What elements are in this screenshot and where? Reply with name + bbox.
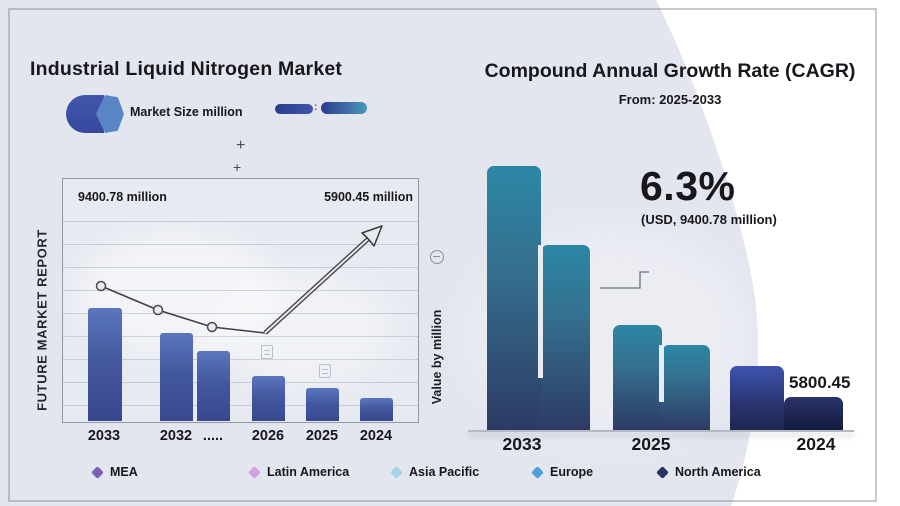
bar-notch xyxy=(659,345,664,402)
gridline xyxy=(63,244,418,245)
cagr-bar-2024-b xyxy=(784,397,843,431)
ratio-pill-right xyxy=(321,102,367,114)
ratio-separator: : xyxy=(314,102,318,113)
gridline xyxy=(63,405,418,406)
gridline xyxy=(63,313,418,314)
legend-swatch xyxy=(531,465,544,479)
legend-label: Latin America xyxy=(267,465,350,479)
bar-2033 xyxy=(88,308,122,421)
diagonal-white-shape xyxy=(656,0,900,506)
gridline xyxy=(63,382,418,383)
legend-swatch xyxy=(390,465,403,479)
x-label: 2032 xyxy=(159,428,193,444)
legend-item-latin-america: Latin America xyxy=(248,465,350,479)
x-label: 2025 xyxy=(305,428,339,444)
x-label: 2033 xyxy=(502,434,542,454)
chart-blob xyxy=(213,274,393,384)
cagr-bar-2033-a xyxy=(487,166,541,431)
plus-icon: + xyxy=(236,137,246,154)
market-size-chart: 9400.78 million 5900.45 million xyxy=(62,178,419,423)
trend-markers xyxy=(95,280,218,333)
x-label: 2026 xyxy=(251,428,285,444)
database-cylinder-icon xyxy=(66,95,124,133)
cagr-bar-2025-b xyxy=(662,345,710,431)
legend-item-mea: MEA xyxy=(91,465,138,479)
x-label: 2024 xyxy=(796,434,836,454)
gridline xyxy=(63,359,418,360)
callout-bracket xyxy=(600,271,649,289)
arrow-head xyxy=(361,225,383,247)
page-title: Industrial Liquid Nitrogen Market xyxy=(30,58,343,80)
x-label: 2033 xyxy=(87,428,121,444)
cagr-period: From: 2025-2033 xyxy=(618,92,722,107)
document-watermark-icon xyxy=(261,345,273,359)
legend-swatch xyxy=(91,465,104,479)
document-watermark-icon xyxy=(319,364,331,378)
gridline xyxy=(63,290,418,291)
watermark-vertical-text: FUTURE MARKET REPORT xyxy=(34,229,50,411)
y-axis-label: Value by million xyxy=(430,309,444,405)
legend-swatch xyxy=(656,465,669,479)
legend-label: Europe xyxy=(550,465,594,479)
legend-label: MEA xyxy=(110,465,138,479)
frame-border xyxy=(8,8,877,502)
plus-icon: + xyxy=(233,159,242,175)
start-value-label: 9400.78 million xyxy=(78,190,167,204)
legend-label: North America xyxy=(675,465,761,479)
cagr-bar-2024-a xyxy=(730,366,784,431)
bar-2024 xyxy=(360,398,393,421)
gridline xyxy=(63,221,418,222)
trend-line-overlay xyxy=(95,225,383,335)
cagr-rate-value: 6.3% xyxy=(640,163,736,209)
bar-notch xyxy=(538,245,543,378)
gridline xyxy=(63,336,418,337)
x-axis-line xyxy=(468,430,854,432)
legend-item-asia-pacific: Asia Pacific xyxy=(390,465,480,479)
legend-swatch xyxy=(248,465,261,479)
market-size-label: Market Size million xyxy=(130,105,243,119)
x-label: 2024 xyxy=(359,428,393,444)
end-value-2024: 5800.45 xyxy=(789,373,851,392)
ratio-pill-left xyxy=(275,104,313,114)
circled-minus-icon xyxy=(430,250,444,264)
cagr-title: Compound Annual Growth Rate (CAGR) xyxy=(484,60,856,82)
end-value-label: 5900.45 million xyxy=(324,190,413,204)
cagr-bar-2033-b xyxy=(541,245,590,431)
x-label: 2025 xyxy=(631,434,671,454)
x-label: ..... xyxy=(202,428,224,444)
legend-item-europe: Europe xyxy=(531,465,594,479)
cagr-bar-2025-a xyxy=(613,325,662,431)
bar-ellipsis xyxy=(197,351,230,421)
bar-2025 xyxy=(306,388,339,421)
bar-2032 xyxy=(160,333,193,421)
bar-2026 xyxy=(252,376,285,421)
legend-item-north-america: North America xyxy=(656,465,761,479)
gridline xyxy=(63,267,418,268)
cagr-usd-note: (USD, 9400.78 million) xyxy=(641,212,777,227)
legend-label: Asia Pacific xyxy=(409,465,480,479)
